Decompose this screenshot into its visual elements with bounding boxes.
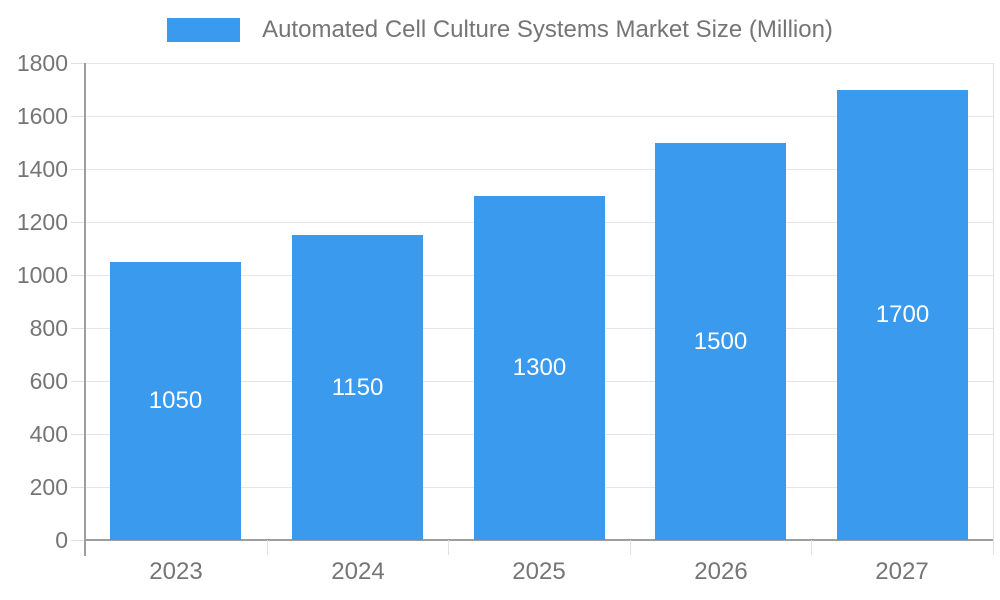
bar[interactable]	[655, 143, 786, 540]
y-axis-tick	[71, 116, 85, 117]
y-axis-label: 1200	[16, 209, 68, 235]
y-axis-line	[84, 63, 86, 556]
x-axis-tick	[448, 540, 449, 555]
x-axis-tick	[811, 540, 812, 555]
y-axis-tick	[71, 434, 85, 435]
y-axis-label: 400	[29, 421, 68, 447]
legend-label: Automated Cell Culture Systems Market Si…	[262, 16, 833, 43]
x-axis-tick	[630, 540, 631, 555]
y-axis-tick	[71, 540, 85, 541]
plot-border-right	[993, 63, 994, 540]
gridline	[85, 116, 993, 117]
y-axis-label: 1000	[16, 262, 68, 288]
y-axis-tick	[71, 169, 85, 170]
bar-value-label: 1050	[148, 387, 203, 414]
bar-value-label: 1150	[331, 374, 384, 401]
y-axis-label: 600	[29, 368, 68, 394]
bar-value-label: 1700	[875, 301, 930, 328]
x-axis-label: 2026	[694, 558, 748, 585]
bar[interactable]	[474, 196, 605, 540]
bar[interactable]	[837, 90, 968, 540]
bar-value-label: 1300	[512, 354, 567, 381]
legend-swatch	[167, 18, 241, 42]
x-axis-tick	[267, 540, 268, 555]
x-axis-label: 2025	[512, 558, 566, 585]
bar[interactable]	[292, 235, 423, 540]
x-axis-label: 2027	[875, 558, 929, 585]
chart-legend[interactable]: Automated Cell Culture Systems Market Si…	[0, 16, 1000, 44]
x-axis-label: 2023	[149, 558, 203, 585]
y-axis-label: 1600	[16, 103, 68, 129]
y-axis-tick	[71, 381, 85, 382]
x-axis-tick	[993, 540, 994, 555]
y-axis-label: 800	[29, 315, 68, 341]
y-axis-label: 200	[29, 474, 68, 500]
y-axis-label: 0	[55, 527, 68, 553]
gridline	[85, 169, 993, 170]
bar[interactable]	[110, 262, 241, 540]
y-axis-tick	[71, 63, 85, 64]
y-axis-label: 1400	[16, 156, 68, 182]
y-axis-tick	[71, 222, 85, 223]
y-axis-tick	[71, 275, 85, 276]
y-axis-tick	[71, 328, 85, 329]
x-axis-line	[84, 539, 994, 541]
y-axis-tick	[71, 487, 85, 488]
x-axis-label: 2024	[331, 558, 385, 585]
gridline	[85, 63, 993, 64]
bar-value-label: 1500	[693, 328, 748, 355]
y-axis-label: 1800	[16, 50, 68, 76]
